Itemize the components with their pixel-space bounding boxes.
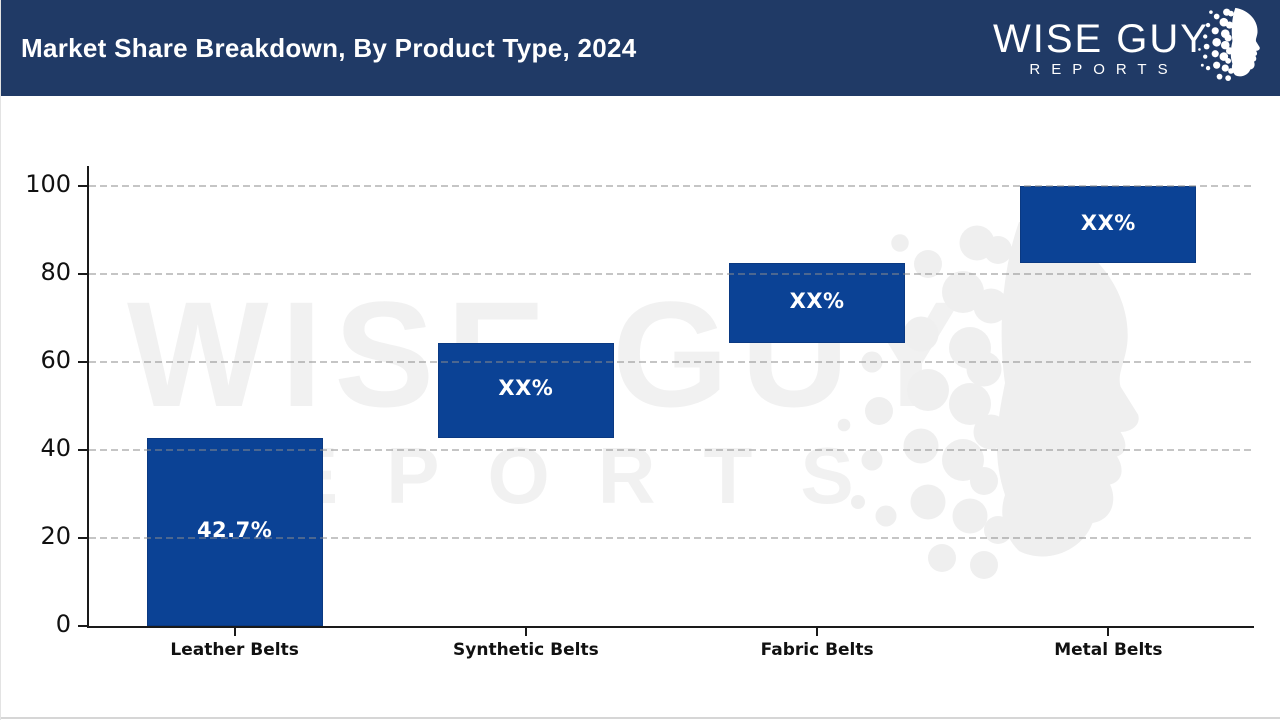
wiseguy-logo: WISE GUY REPORTS bbox=[993, 4, 1269, 92]
y-tick-label: 20 bbox=[40, 522, 71, 550]
y-axis-line bbox=[87, 166, 89, 628]
bar-metal-belts bbox=[1020, 186, 1197, 264]
y-tick-label: 0 bbox=[55, 610, 71, 638]
logo-wordmark: WISE GUY bbox=[992, 17, 1209, 61]
y-tick-mark bbox=[78, 185, 87, 187]
x-tick-mark bbox=[1107, 628, 1110, 636]
y-tick-label: 40 bbox=[40, 434, 71, 462]
x-axis-line bbox=[87, 626, 1254, 628]
gridline-40 bbox=[89, 449, 1254, 451]
bar-leather-belts bbox=[146, 438, 323, 626]
y-tick-mark bbox=[78, 625, 87, 627]
bar-synthetic-belts bbox=[437, 342, 614, 439]
y-tick-mark bbox=[78, 449, 87, 451]
y-tick-label: 60 bbox=[40, 346, 71, 374]
y-tick-mark bbox=[78, 361, 87, 363]
bar-value-label: XX% bbox=[1080, 210, 1136, 235]
x-tick-mark bbox=[524, 628, 527, 636]
gridline-80 bbox=[89, 273, 1254, 275]
logo-subtext: REPORTS bbox=[1029, 61, 1179, 78]
header-bar: Market Share Breakdown, By Product Type,… bbox=[1, 0, 1280, 96]
bottom-border bbox=[1, 717, 1280, 719]
y-tick-mark bbox=[78, 273, 87, 275]
gridline-60 bbox=[89, 361, 1254, 363]
bar-value-label: 42.7% bbox=[196, 518, 273, 543]
logo-head-icon bbox=[1198, 7, 1260, 81]
y-tick-label: 80 bbox=[40, 258, 71, 286]
gridline-20 bbox=[89, 537, 1254, 539]
x-category-label: Synthetic Belts bbox=[453, 640, 599, 660]
x-category-label: Leather Belts bbox=[170, 640, 299, 660]
x-category-label: Metal Belts bbox=[1054, 640, 1163, 660]
page-title: Market Share Breakdown, By Product Type,… bbox=[21, 32, 637, 63]
y-tick-label: 100 bbox=[25, 170, 71, 198]
logo-wordmark-block: WISE GUY REPORTS bbox=[993, 19, 1209, 77]
bar-fabric-belts bbox=[729, 263, 906, 343]
gridline-100 bbox=[89, 185, 1254, 187]
x-category-label: Fabric Belts bbox=[760, 640, 874, 660]
x-tick-mark bbox=[233, 628, 236, 636]
y-tick-mark bbox=[78, 537, 87, 539]
bar-value-label: XX% bbox=[789, 289, 845, 314]
x-tick-mark bbox=[816, 628, 819, 636]
bar-value-label: XX% bbox=[498, 376, 554, 401]
